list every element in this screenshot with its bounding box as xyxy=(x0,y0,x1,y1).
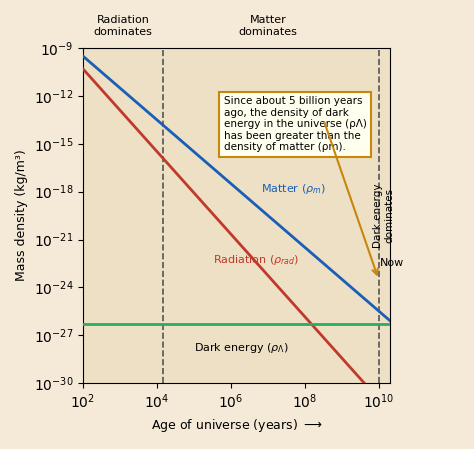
Text: Matter
dominates: Matter dominates xyxy=(238,15,298,37)
Text: Radiation
dominates: Radiation dominates xyxy=(93,15,152,37)
Text: Since about 5 billion years
ago, the density of dark
energy in the universe (ρΛ): Since about 5 billion years ago, the den… xyxy=(224,96,366,152)
Text: Dark energy
dominates: Dark energy dominates xyxy=(373,183,394,248)
X-axis label: Age of universe (years) $\longrightarrow$: Age of universe (years) $\longrightarrow… xyxy=(151,417,322,434)
Text: Matter ($\rho_m$): Matter ($\rho_m$) xyxy=(261,182,326,196)
Text: Now: Now xyxy=(380,259,404,269)
Y-axis label: Mass density (kg/m³): Mass density (kg/m³) xyxy=(15,150,28,282)
Text: Radiation ($\rho_{rad}$): Radiation ($\rho_{rad}$) xyxy=(212,254,299,268)
Text: Dark energy ($\rho_\Lambda$): Dark energy ($\rho_\Lambda$) xyxy=(194,341,289,355)
